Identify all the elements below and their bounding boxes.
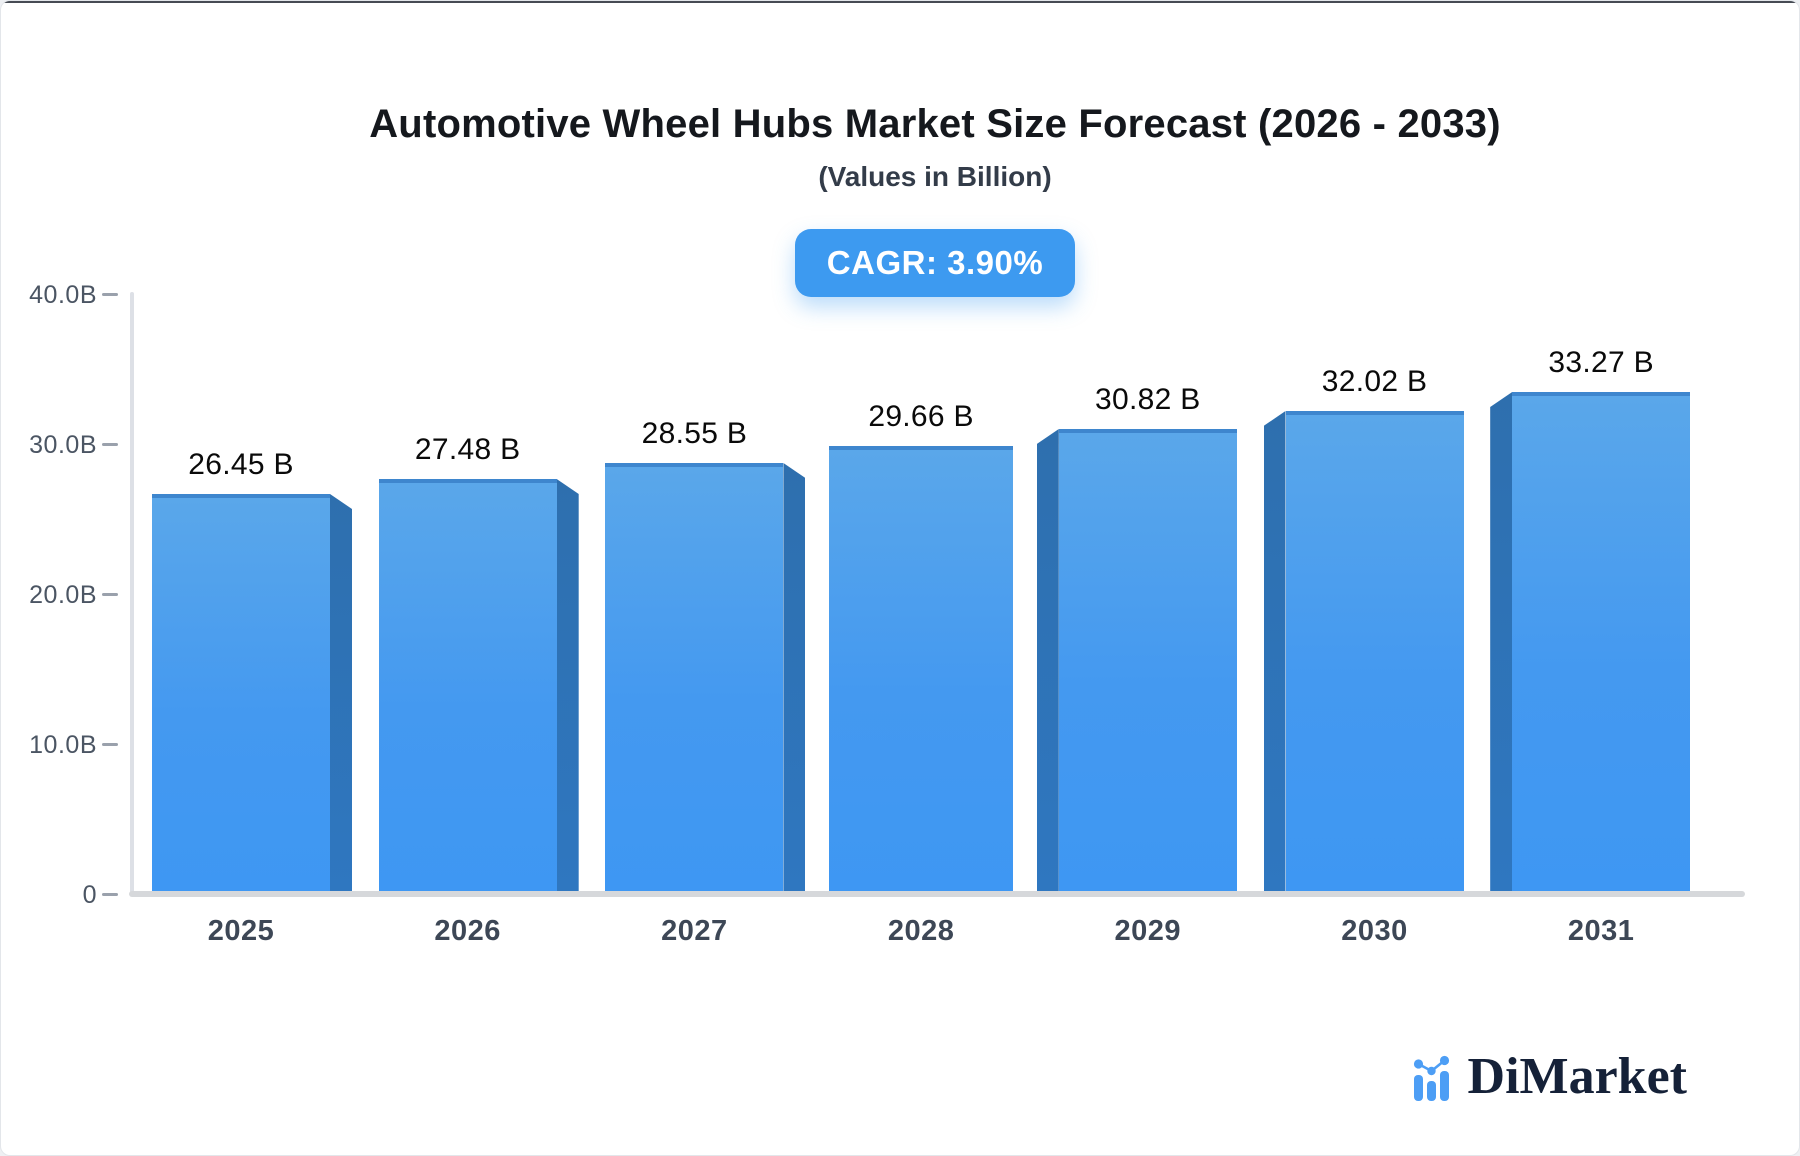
bar-3d-side-2025	[330, 494, 352, 891]
cagr-badge: CAGR: 3.90%	[794, 229, 1076, 297]
bar-2027	[605, 463, 784, 891]
y-axis-tick-label: 0	[82, 881, 97, 909]
bar-2026	[378, 479, 557, 891]
y-axis-tick-mark	[102, 293, 118, 296]
bar-value-label: 32.02 B	[1321, 365, 1428, 398]
window-top-edge	[1, 1, 1799, 3]
x-axis-label: 2028	[887, 915, 955, 947]
y-axis-tick-mark	[102, 893, 118, 896]
logo-text: DiMarket	[1467, 1048, 1687, 1106]
page-title: Automotive Wheel Hubs Market Size Foreca…	[369, 102, 1501, 146]
y-axis-tick-label: 20.0B	[29, 581, 97, 609]
bar-value-label: 29.66 B	[868, 400, 974, 433]
bar-value-label: 33.27 B	[1548, 346, 1654, 379]
chart-header: Automotive Wheel Hubs Market Size Foreca…	[131, 1, 1739, 297]
chart-subtitle: (Values in Billion)	[818, 161, 1052, 192]
bar-2031	[1512, 392, 1691, 891]
x-axis-label: 2027	[661, 915, 728, 947]
y-axis-tick-mark	[102, 593, 118, 596]
bar-3d-side-2026	[556, 479, 579, 891]
y-axis-tick-label: 30.0B	[29, 431, 97, 459]
bar-chart-sparkline-logo-icon	[1413, 1055, 1449, 1101]
bar-value-label: 30.82 B	[1095, 383, 1201, 416]
y-axis-tick-mark	[102, 443, 118, 446]
y-axis-tick-label: 40.0B	[29, 281, 97, 309]
x-axis-label: 2031	[1567, 915, 1635, 947]
y-axis-tick-mark	[102, 743, 118, 746]
bar-3d-side-2031	[1490, 392, 1513, 891]
y-axis-line	[130, 292, 134, 893]
bar-3d-side-2030	[1263, 411, 1286, 891]
x-axis-label: 2029	[1114, 915, 1182, 947]
bar-value-label: 26.45 B	[188, 448, 294, 481]
bar-2025	[152, 494, 330, 891]
bar-value-label: 27.48 B	[414, 433, 521, 466]
x-axis-baseline	[129, 891, 1745, 897]
bar-2028	[829, 446, 1014, 891]
x-axis-label: 2025	[207, 915, 275, 947]
dimarket-logo: DiMarket	[1413, 1048, 1687, 1106]
x-axis-label: 2026	[434, 915, 501, 947]
x-axis-label: 2030	[1341, 915, 1408, 947]
bar-2030	[1285, 411, 1464, 891]
bar-value-label: 28.55 B	[641, 417, 748, 450]
bar-2029	[1058, 429, 1237, 891]
y-axis-tick-label: 10.0B	[29, 731, 97, 759]
bar-3d-side-2029	[1036, 429, 1059, 891]
bar-3d-side-2027	[783, 463, 806, 891]
